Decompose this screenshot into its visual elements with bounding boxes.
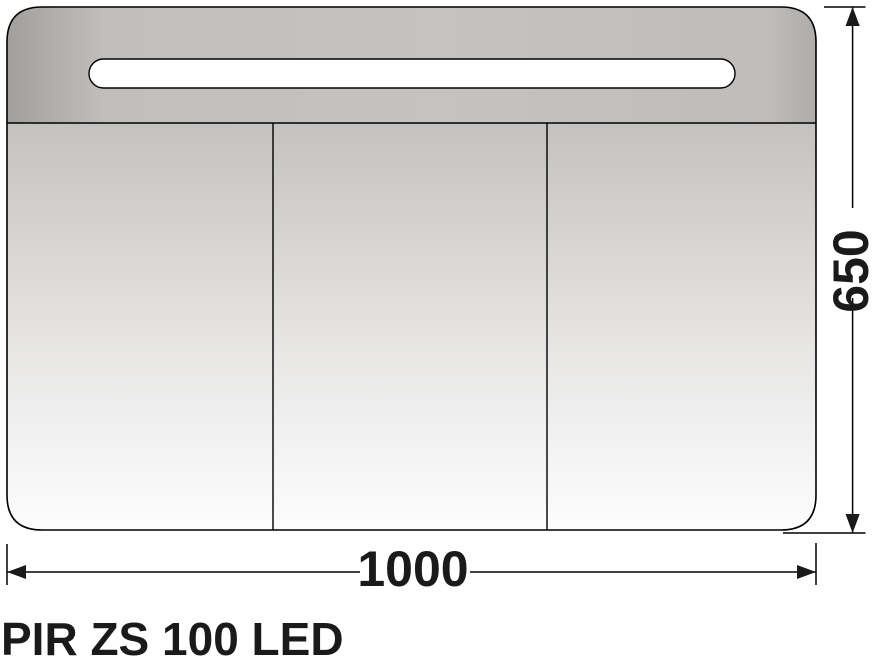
svg-text:1000: 1000 [357,541,468,597]
svg-text:PIR ZS 100 LED: PIR ZS 100 LED [1,613,344,661]
svg-text:650: 650 [823,229,875,312]
